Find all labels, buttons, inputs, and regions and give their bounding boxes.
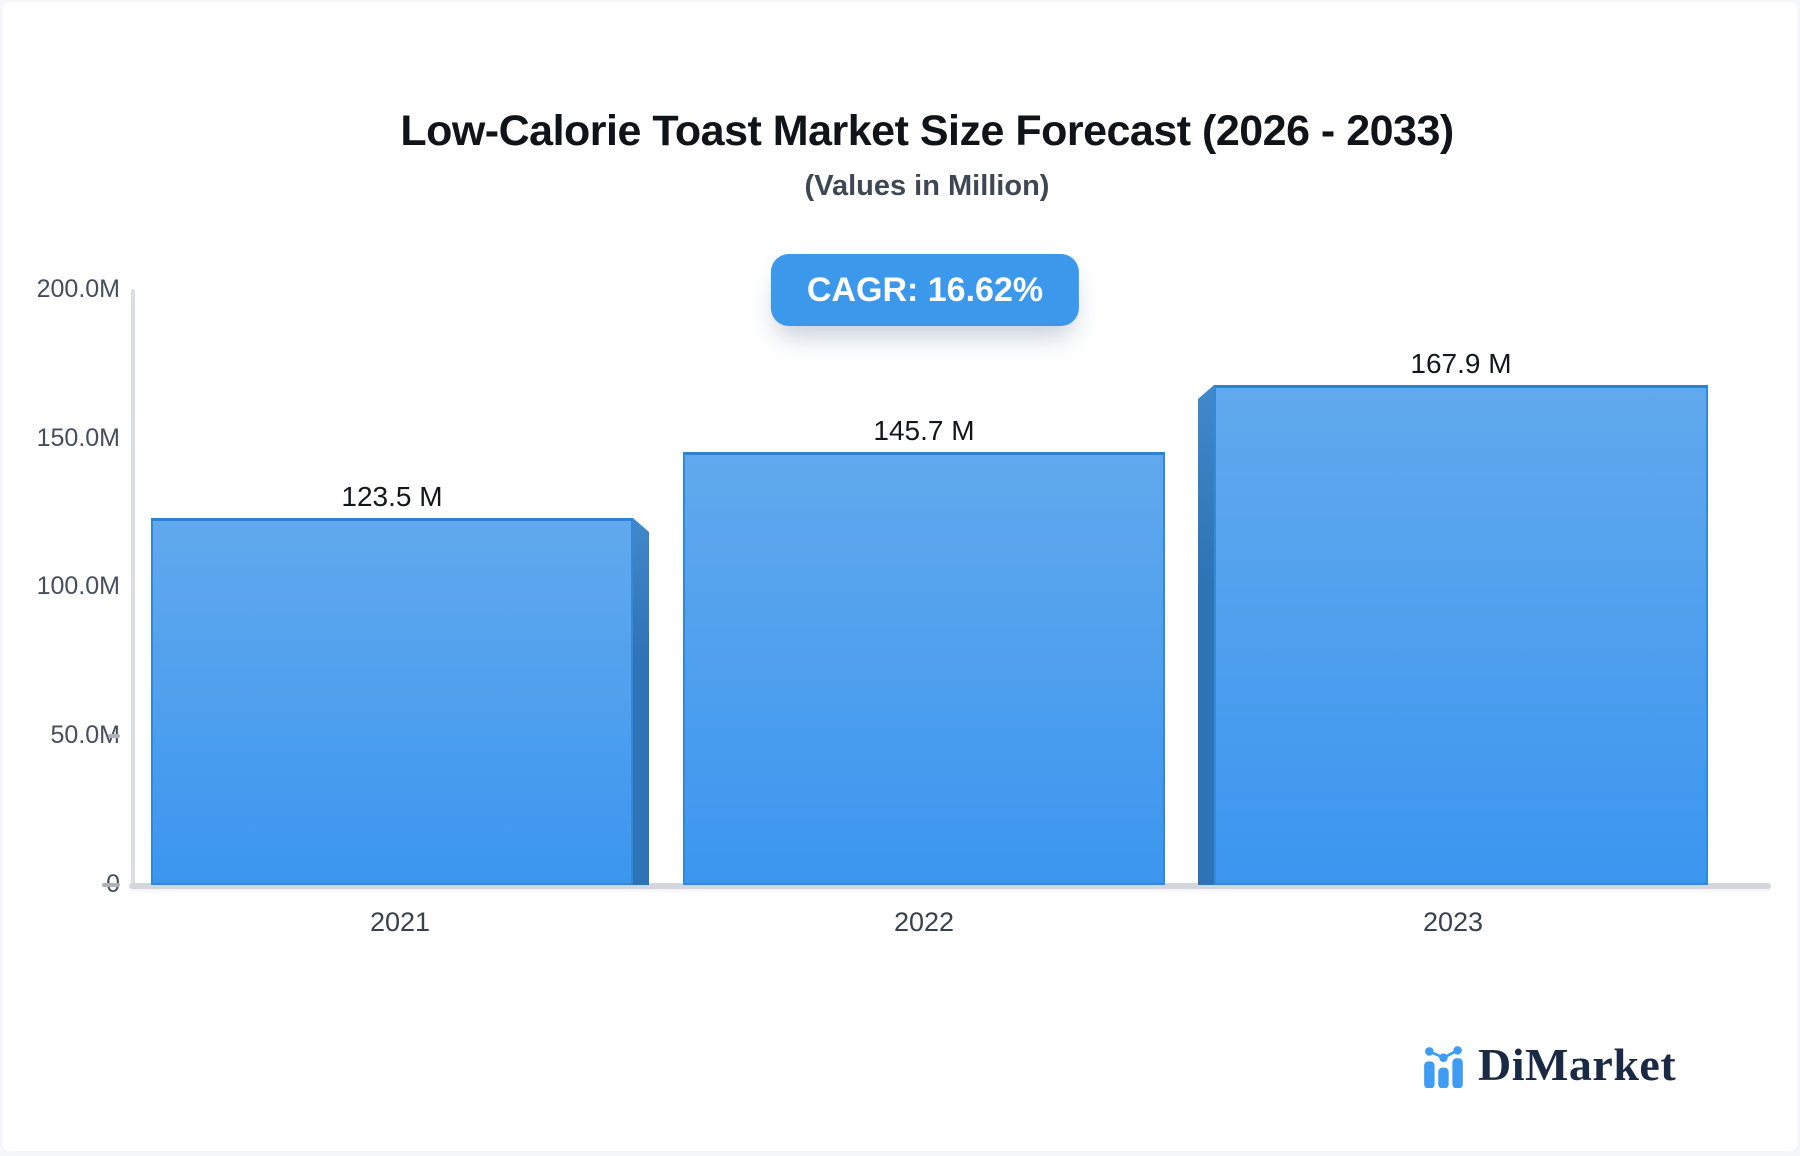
y-tick-label: 100.0M: [36, 572, 120, 600]
y-tick-dash: [108, 734, 120, 738]
y-tick-label: 50.0M: [50, 721, 120, 749]
y-tick-label: 150.0M: [36, 424, 120, 452]
chart-title: Low-Calorie Toast Market Size Forecast (…: [400, 107, 1454, 155]
x-axis-line: [129, 883, 1771, 889]
bar-2023[interactable]: [1214, 385, 1708, 885]
bar-3d-side: [1198, 385, 1214, 885]
bar-value-label: 123.5 M: [341, 481, 443, 512]
x-tick-label: 2023: [1422, 907, 1484, 937]
cagr-badge: CAGR: 16.62%: [770, 254, 1080, 326]
bar-value-label: 167.9 M: [1410, 348, 1512, 379]
logo-text: DiMarket: [1478, 1039, 1677, 1090]
dimarket-logo: DiMarket: [1423, 1042, 1676, 1088]
x-tick-label: 2022: [893, 907, 955, 937]
y-axis-line: [131, 289, 135, 888]
x-tick-label: 2021: [369, 907, 431, 937]
chart-subtitle: (Values in Million): [804, 170, 1050, 202]
bar-2021[interactable]: [151, 518, 633, 885]
bar-2022[interactable]: [683, 452, 1165, 885]
bar-3d-side: [633, 518, 649, 885]
y-tick-dash: [102, 883, 120, 887]
y-tick-label: 200.0M: [36, 275, 120, 303]
bar-value-label: 145.7 M: [873, 415, 975, 446]
mini-bar-chart-icon: [1424, 1046, 1463, 1088]
